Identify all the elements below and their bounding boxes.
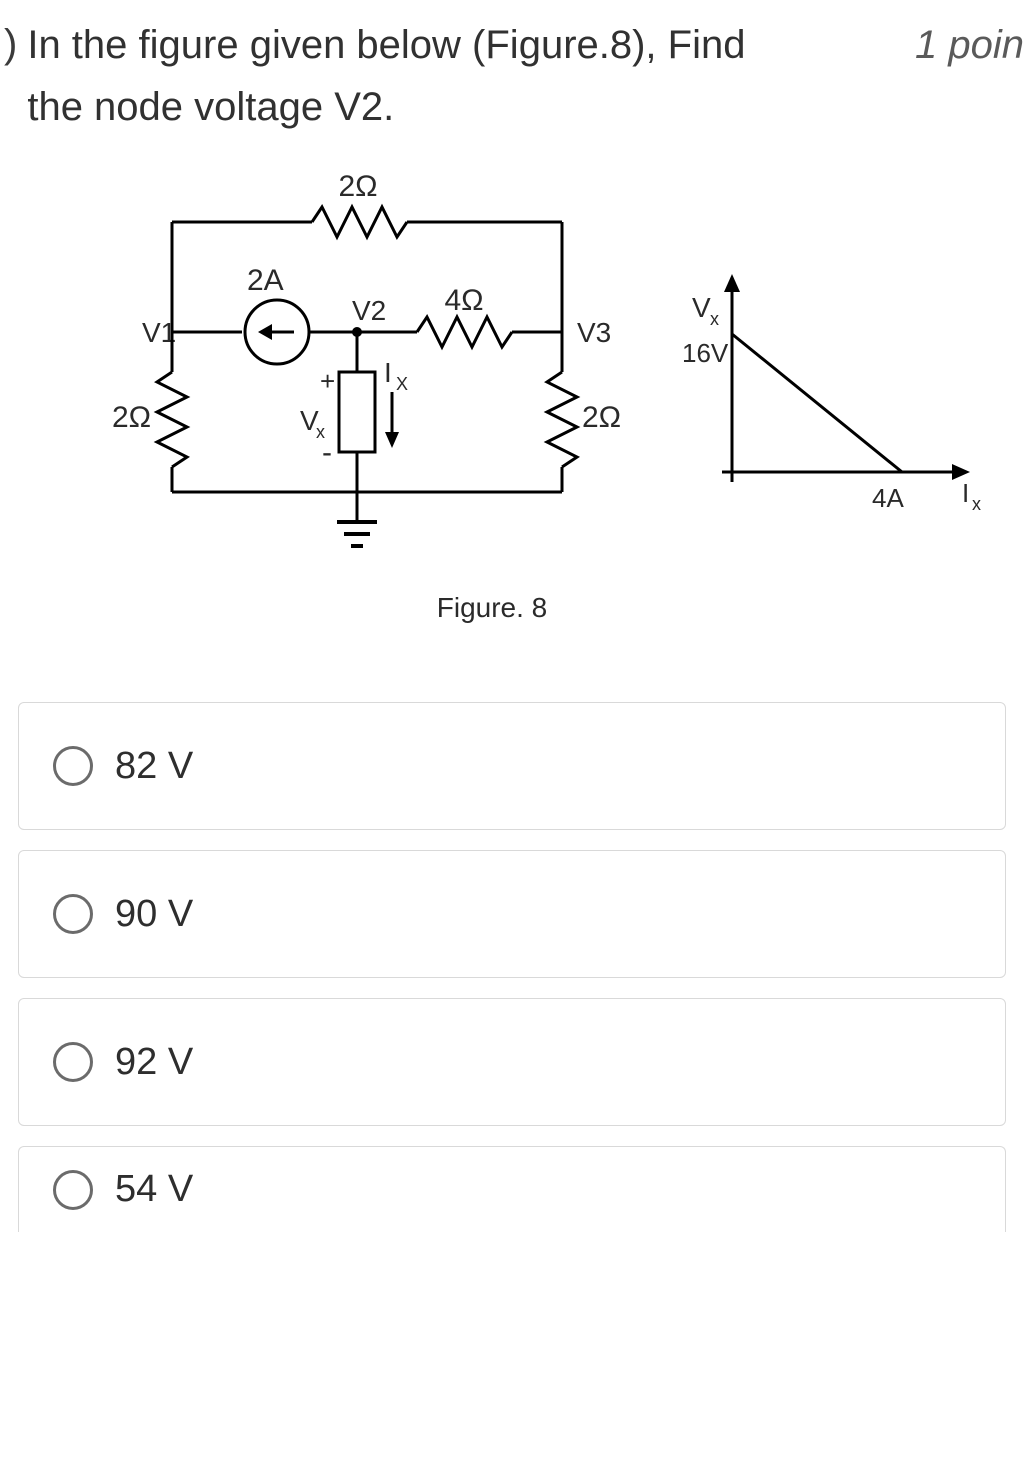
ix-x: X (396, 374, 408, 394)
dep-plus: + (320, 366, 335, 396)
resistor-left-label: 2Ω (112, 401, 151, 434)
option-row[interactable]: 90 V (18, 850, 1006, 978)
resistor-4ohm (417, 317, 512, 347)
resistor-top-label: 2Ω (338, 170, 377, 203)
radio-icon[interactable] (53, 1042, 93, 1082)
resistor-left (157, 372, 187, 467)
figure-wrap: 2Ω 2A 4Ω V1 V2 V3 2Ω + - V x (0, 162, 1024, 632)
option-label: 90 V (115, 893, 193, 936)
option-row[interactable]: 54 V (18, 1146, 1006, 1232)
question-line-2: the node voltage V2. (27, 80, 1024, 134)
option-label: 82 V (115, 745, 193, 788)
circuit-svg: 2Ω 2A 4Ω V1 V2 V3 2Ω + - V x (22, 162, 1002, 632)
option-label: 54 V (115, 1168, 193, 1211)
question-text-1: In the figure given below (Figure.8), Fi… (27, 18, 745, 72)
graph-vx-v: V (692, 292, 711, 323)
question-marker: ) (0, 18, 27, 70)
radio-icon[interactable] (53, 894, 93, 934)
figure-caption: Figure. 8 (437, 592, 548, 623)
points-label: 1 poin (897, 18, 1024, 72)
graph-ix-i: I (962, 478, 969, 508)
radio-icon[interactable] (53, 746, 93, 786)
question-text-block: In the figure given below (Figure.8), Fi… (27, 18, 1024, 134)
radio-icon[interactable] (53, 1170, 93, 1210)
graph-vx-sub: x (710, 309, 719, 329)
resistor-top (312, 207, 407, 237)
question-line-1: In the figure given below (Figure.8), Fi… (27, 18, 1024, 72)
ix-arrow-head (385, 432, 399, 448)
dep-v-sub: x (316, 422, 325, 442)
resistor-right (547, 372, 577, 467)
option-label: 92 V (115, 1041, 193, 1084)
options-list: 82 V 90 V 92 V 54 V (0, 702, 1024, 1232)
node-v2-label: V2 (352, 295, 386, 326)
current-source-label: 2A (247, 264, 284, 297)
option-row[interactable]: 92 V (18, 998, 1006, 1126)
graph-16v: 16V (682, 338, 729, 368)
graph-diagonal (732, 334, 902, 472)
graph-ix-sub: x (972, 494, 981, 514)
node-v3-label: V3 (577, 317, 611, 348)
question-header: ) In the figure given below (Figure.8), … (0, 0, 1024, 134)
resistor-4ohm-label: 4Ω (444, 284, 483, 317)
option-row[interactable]: 82 V (18, 702, 1006, 830)
graph-4a: 4A (872, 483, 904, 513)
dependent-source (339, 372, 375, 452)
ix-i: I (384, 357, 392, 388)
graph-y-arrow (724, 274, 740, 292)
resistor-right-label: 2Ω (582, 401, 621, 434)
